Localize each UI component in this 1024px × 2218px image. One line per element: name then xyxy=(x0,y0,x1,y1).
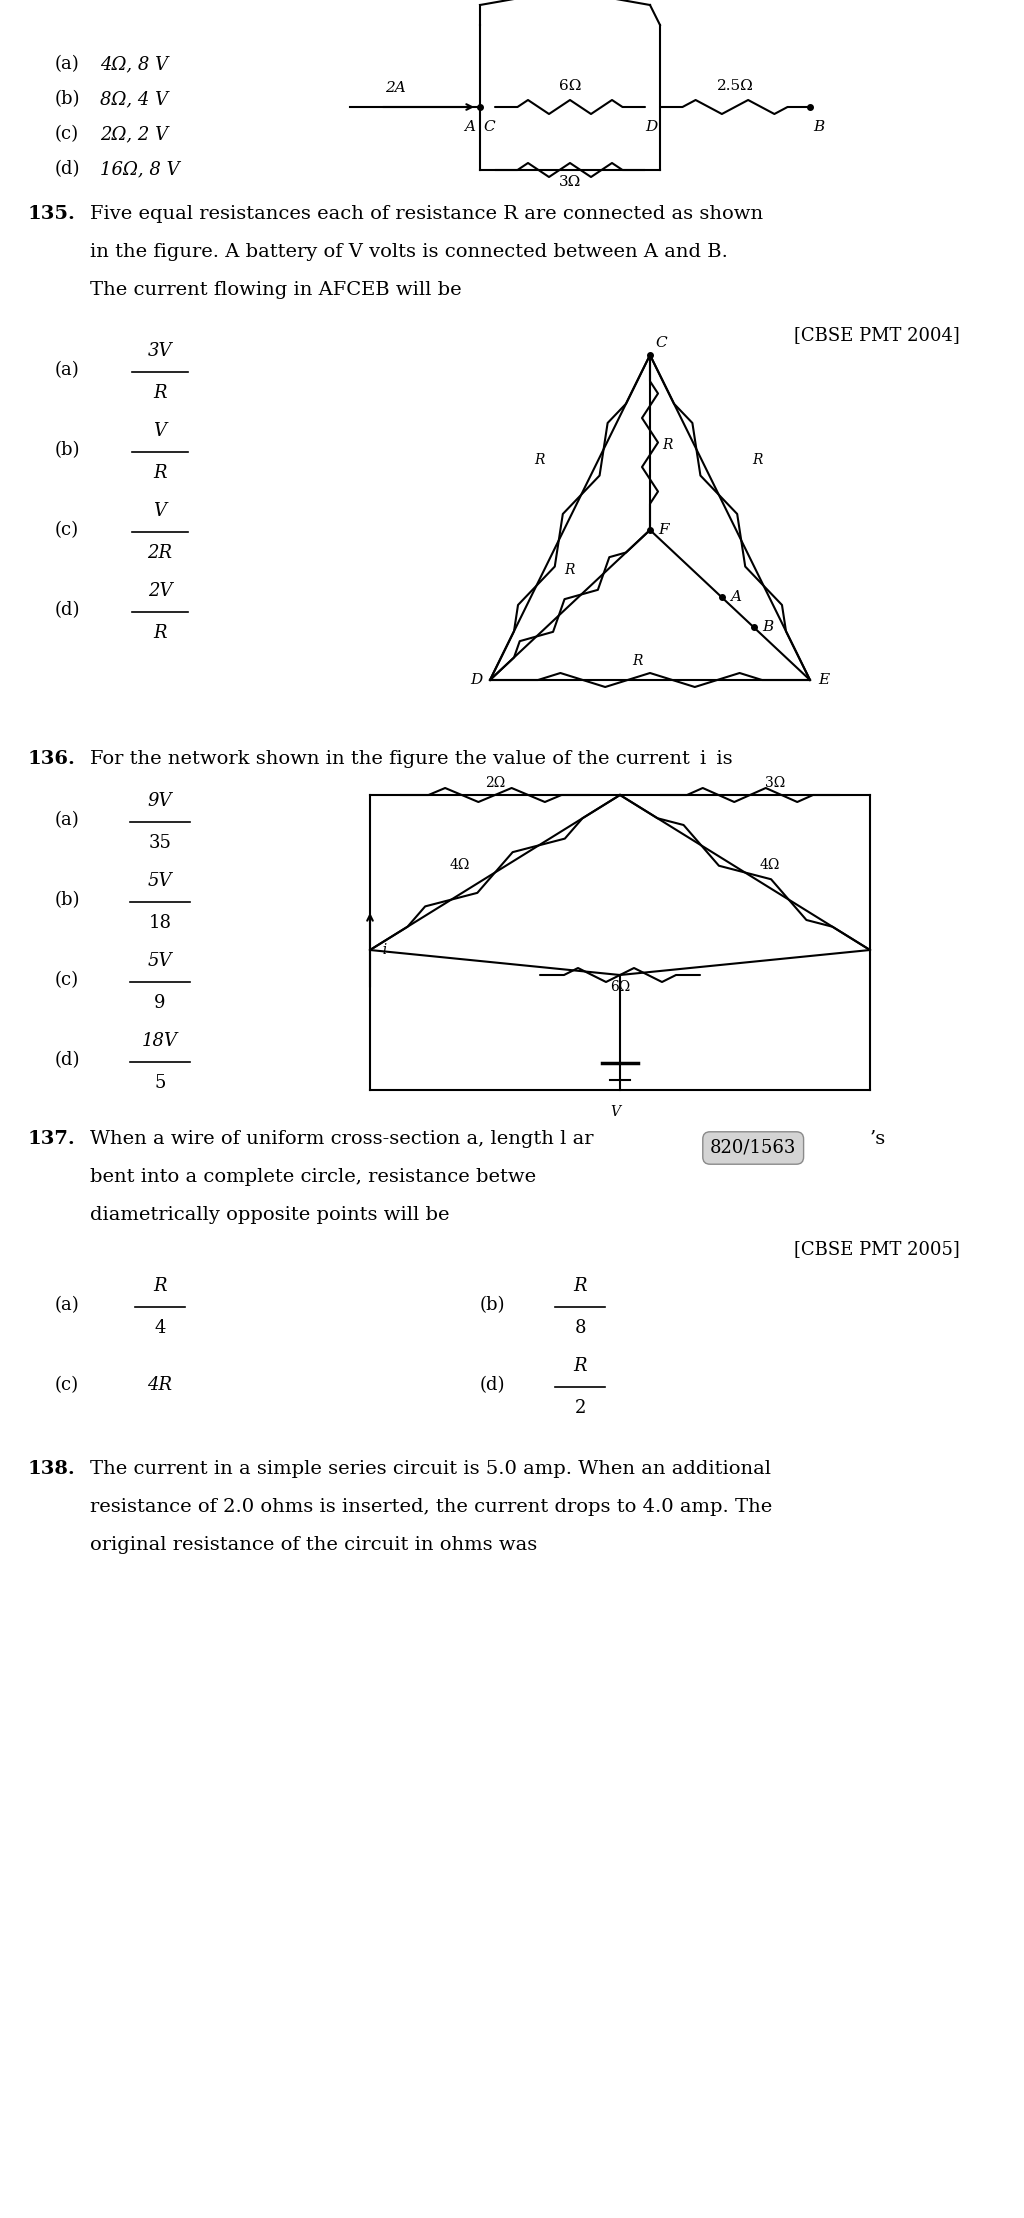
Text: 6Ω: 6Ω xyxy=(559,80,582,93)
Text: R: R xyxy=(632,654,642,668)
Text: The current flowing in AFCEB will be: The current flowing in AFCEB will be xyxy=(90,282,462,299)
Text: 138.: 138. xyxy=(28,1459,76,1477)
Text: 8Ω, 4 V: 8Ω, 4 V xyxy=(100,91,168,109)
Text: 2A: 2A xyxy=(385,82,406,95)
Text: R: R xyxy=(154,464,167,481)
Text: C: C xyxy=(483,120,495,133)
Text: 4Ω: 4Ω xyxy=(450,858,470,872)
Text: (d): (d) xyxy=(55,160,81,177)
Text: R: R xyxy=(662,437,673,452)
Text: 2V: 2V xyxy=(147,581,172,601)
Text: V: V xyxy=(154,501,167,519)
Text: 18V: 18V xyxy=(142,1031,178,1049)
Text: (c): (c) xyxy=(55,124,79,142)
Text: E: E xyxy=(818,672,829,688)
Text: (b): (b) xyxy=(55,441,81,459)
Text: original resistance of the circuit in ohms was: original resistance of the circuit in oh… xyxy=(90,1537,538,1555)
Text: 4Ω, 8 V: 4Ω, 8 V xyxy=(100,55,168,73)
Text: (a): (a) xyxy=(55,812,80,830)
Text: B: B xyxy=(813,120,824,133)
Text: (a): (a) xyxy=(55,1295,80,1313)
Text: 135.: 135. xyxy=(28,204,76,224)
Text: 4R: 4R xyxy=(147,1375,172,1393)
Text: 9: 9 xyxy=(155,994,166,1011)
Text: 820/1563: 820/1563 xyxy=(710,1140,797,1158)
Text: 18: 18 xyxy=(148,914,171,932)
Text: in the figure. A battery of V volts is connected between A and B.: in the figure. A battery of V volts is c… xyxy=(90,244,728,262)
Text: R: R xyxy=(564,563,575,577)
Text: i: i xyxy=(380,943,387,956)
Text: 137.: 137. xyxy=(28,1129,76,1149)
Text: resistance of 2.0 ohms is inserted, the current drops to 4.0 amp. The: resistance of 2.0 ohms is inserted, the … xyxy=(90,1497,772,1515)
Text: B: B xyxy=(762,621,773,634)
Text: (a): (a) xyxy=(55,362,80,379)
Text: (b): (b) xyxy=(55,892,81,909)
Text: R: R xyxy=(154,1278,167,1295)
Text: Five equal resistances each of resistance R are connected as shown: Five equal resistances each of resistanc… xyxy=(90,204,763,224)
Text: A: A xyxy=(464,120,475,133)
Text: D: D xyxy=(645,120,657,133)
Text: 35: 35 xyxy=(148,834,171,852)
Text: (b): (b) xyxy=(55,91,81,109)
Text: (b): (b) xyxy=(480,1295,506,1313)
Text: For the network shown in the figure the value of the current  i  is: For the network shown in the figure the … xyxy=(90,750,732,767)
Text: R: R xyxy=(752,452,763,468)
Text: 3Ω: 3Ω xyxy=(559,175,582,189)
Text: R: R xyxy=(573,1357,587,1375)
Text: 2: 2 xyxy=(574,1400,586,1417)
Text: V: V xyxy=(610,1105,620,1120)
Text: D: D xyxy=(470,672,482,688)
Text: V: V xyxy=(154,421,167,439)
Text: 2Ω: 2Ω xyxy=(485,776,505,790)
Text: 2R: 2R xyxy=(147,543,172,561)
Text: 2.5Ω: 2.5Ω xyxy=(717,80,754,93)
Text: [CBSE PMT 2005]: [CBSE PMT 2005] xyxy=(795,1240,961,1258)
Text: 5V: 5V xyxy=(147,872,172,889)
Text: 16Ω, 8 V: 16Ω, 8 V xyxy=(100,160,179,177)
Text: diametrically opposite points will be: diametrically opposite points will be xyxy=(90,1207,450,1224)
Text: The current in a simple series circuit is 5.0 amp. When an additional: The current in a simple series circuit i… xyxy=(90,1459,771,1477)
Text: 136.: 136. xyxy=(28,750,76,767)
Text: R: R xyxy=(535,452,545,468)
Text: R: R xyxy=(154,623,167,641)
Text: 4: 4 xyxy=(155,1320,166,1337)
Text: (c): (c) xyxy=(55,971,79,989)
Text: (c): (c) xyxy=(55,521,79,539)
Text: F: F xyxy=(658,523,669,537)
Text: (d): (d) xyxy=(55,1051,81,1069)
Text: 2Ω, 2 V: 2Ω, 2 V xyxy=(100,124,168,142)
Text: 8: 8 xyxy=(574,1320,586,1337)
Text: 3V: 3V xyxy=(147,342,172,359)
Text: (a): (a) xyxy=(55,55,80,73)
Text: ’s: ’s xyxy=(870,1129,886,1149)
Text: (d): (d) xyxy=(55,601,81,619)
Text: R: R xyxy=(154,384,167,401)
Text: [CBSE PMT 2004]: [CBSE PMT 2004] xyxy=(795,326,961,344)
Text: (c): (c) xyxy=(55,1375,79,1393)
Text: R: R xyxy=(573,1278,587,1295)
Text: 5: 5 xyxy=(155,1074,166,1091)
Text: 3Ω: 3Ω xyxy=(765,776,785,790)
Text: bent into a complete circle, resistance betwe: bent into a complete circle, resistance … xyxy=(90,1169,537,1187)
Text: (d): (d) xyxy=(480,1375,506,1393)
Text: When a wire of uniform cross-section a, length l ar: When a wire of uniform cross-section a, … xyxy=(90,1129,594,1149)
Text: C: C xyxy=(655,335,667,350)
Text: A: A xyxy=(730,590,741,603)
Text: 6Ω: 6Ω xyxy=(610,980,630,994)
Text: 9V: 9V xyxy=(147,792,172,810)
Text: 4Ω: 4Ω xyxy=(760,858,780,872)
Text: 5V: 5V xyxy=(147,952,172,969)
